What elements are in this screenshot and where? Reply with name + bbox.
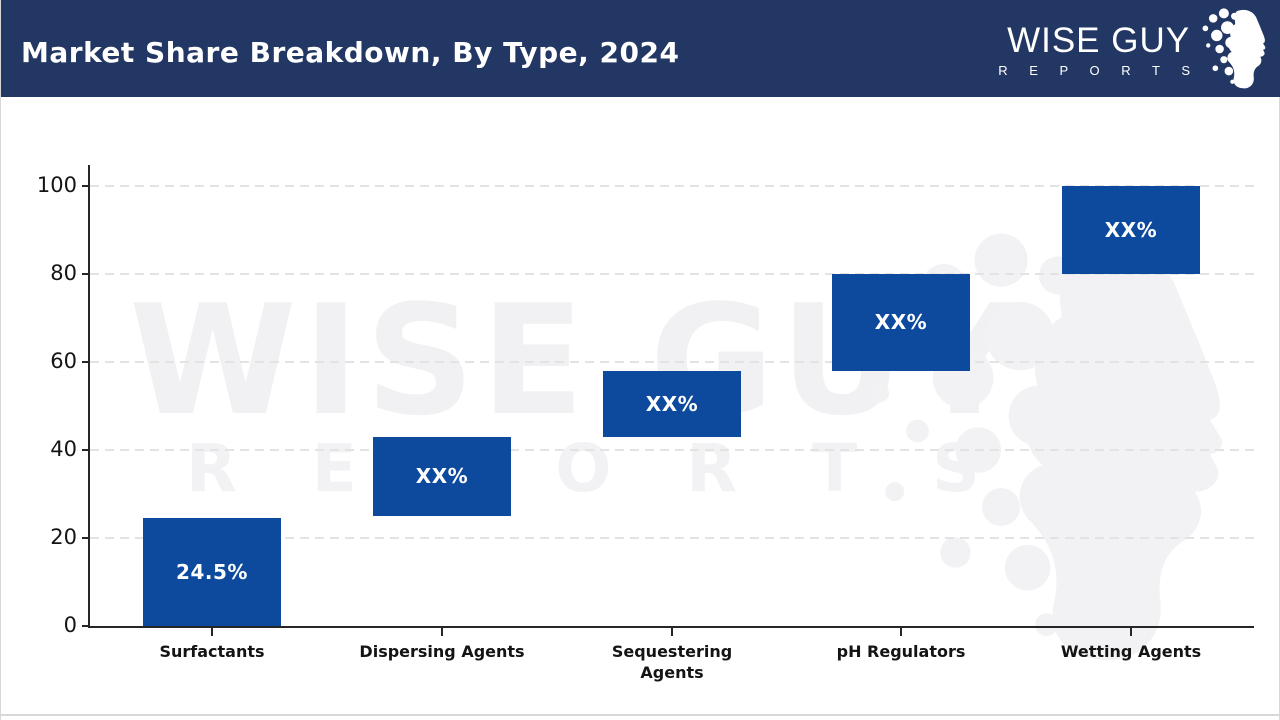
x-tick-0 <box>211 628 213 636</box>
wiseguy-head-icon <box>1202 8 1266 89</box>
header-bar: Market Share Breakdown, By Type, 2024 WI… <box>1 0 1280 97</box>
bar-value-label: XX% <box>645 391 699 416</box>
bar-value-label: XX% <box>874 310 928 335</box>
y-tick-label-20: 20 <box>50 525 77 550</box>
y-axis-line <box>88 165 90 628</box>
gridline-20 <box>90 537 1254 539</box>
watermark-text-line2: R E P O R T S <box>186 430 1006 507</box>
bar-surfactants: 24.5% <box>143 518 281 626</box>
bar-ph-regulators: XX% <box>832 274 970 371</box>
y-tick-60 <box>82 361 89 363</box>
gridline-80 <box>90 273 1254 275</box>
y-tick-label-80: 80 <box>50 261 77 286</box>
y-tick-100 <box>82 185 89 187</box>
logo-sub-text: R E P O R T S <box>998 62 1199 78</box>
bar-value-label: XX% <box>415 464 469 489</box>
x-tick-4 <box>1130 628 1132 636</box>
x-category-label: pH Regulators <box>836 642 966 661</box>
bottom-divider <box>1 714 1280 716</box>
y-tick-label-60: 60 <box>50 349 77 374</box>
x-tick-3 <box>900 628 902 636</box>
x-category-label: Dispersing Agents <box>359 642 525 661</box>
y-tick-label-100: 100 <box>36 173 77 198</box>
x-axis-line <box>88 626 1254 628</box>
y-tick-40 <box>82 449 89 451</box>
gridline-60 <box>90 361 1254 363</box>
bar-dispersing-agents: XX% <box>373 436 511 516</box>
logo-name-text: WISE GUY <box>1007 20 1191 60</box>
y-tick-80 <box>82 273 89 275</box>
bar-sequestering-agents: XX% <box>603 370 741 437</box>
y-tick-label-40: 40 <box>50 437 77 462</box>
x-tick-1 <box>441 628 443 636</box>
gridline-100 <box>90 185 1254 187</box>
bar-value-label: XX% <box>1104 218 1158 242</box>
y-tick-0 <box>82 625 89 627</box>
bar-value-label: 24.5% <box>176 560 248 585</box>
x-tick-2 <box>671 628 673 636</box>
bar-wetting-agents: XX% <box>1062 186 1200 274</box>
y-tick-20 <box>82 537 89 539</box>
wiseguy-logo: WISE GUY R E P O R T S <box>998 6 1267 92</box>
x-category-label: Wetting Agents <box>1060 642 1202 661</box>
x-category-label: Surfactants <box>159 642 265 661</box>
page-title: Market Share Breakdown, By Type, 2024 <box>21 36 680 69</box>
gridline-40 <box>90 449 1254 451</box>
x-category-label: Sequestering Agents <box>611 642 733 682</box>
y-tick-label-0: 0 <box>63 613 77 638</box>
